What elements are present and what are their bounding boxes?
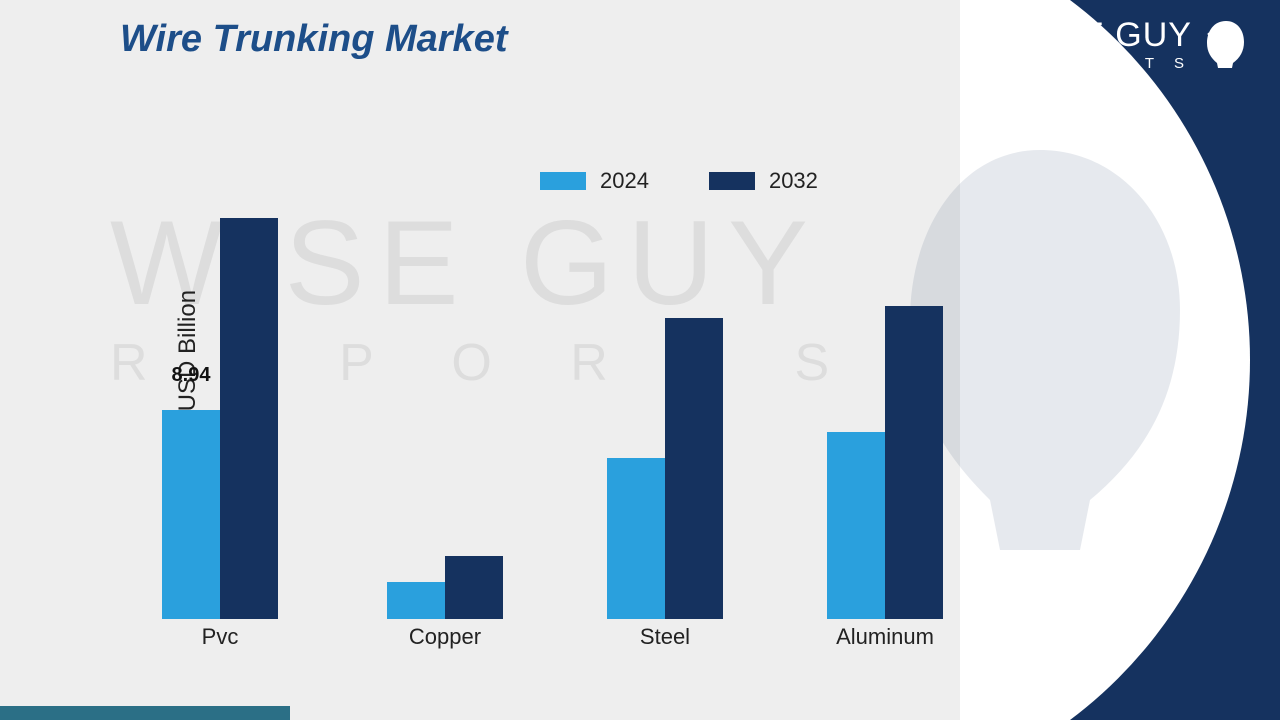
bar-2032-pvc xyxy=(220,218,278,619)
bar-2032-steel xyxy=(665,318,723,619)
legend-swatch-2032 xyxy=(709,172,755,190)
x-tick-aluminum: Aluminum xyxy=(836,624,934,650)
legend-label-2024: 2024 xyxy=(600,168,649,194)
bar-2024-aluminum xyxy=(827,432,885,619)
x-tick-copper: Copper xyxy=(409,624,481,650)
bar-2032-copper xyxy=(445,556,503,619)
x-tick-steel: Steel xyxy=(640,624,690,650)
legend-item-2032: 2032 xyxy=(709,168,818,194)
x-tick-pvc: Pvc xyxy=(202,624,239,650)
bar-label: 8.94 xyxy=(172,364,211,387)
chart-area: 8.94 Pvc Copper Steel Aluminum xyxy=(90,200,950,660)
bar-2024-copper xyxy=(387,582,445,619)
legend: 2024 2032 xyxy=(540,168,818,194)
chart-title: Wire Trunking Market xyxy=(120,18,507,61)
footer-accent-bar xyxy=(0,706,290,720)
bar-2032-aluminum xyxy=(885,306,943,619)
sidebar-curve xyxy=(960,0,1280,720)
legend-label-2032: 2032 xyxy=(769,168,818,194)
x-axis: Pvc Copper Steel Aluminum xyxy=(90,620,950,660)
bar-2024-steel xyxy=(607,458,665,619)
page: Wire Trunking Market WISE GUY R E P O R … xyxy=(0,0,1280,720)
brand-head-icon xyxy=(1198,18,1250,70)
brand-line1: WISE GUY xyxy=(991,18,1192,52)
legend-item-2024: 2024 xyxy=(540,168,649,194)
brand-logo: WISE GUY R E P O R T S xyxy=(991,18,1250,71)
bar-2024-pvc xyxy=(162,410,220,619)
white-circle xyxy=(960,0,1250,720)
brand-line2: R E P O R T S xyxy=(991,56,1192,71)
plot-area: 8.94 xyxy=(90,200,950,620)
legend-swatch-2024 xyxy=(540,172,586,190)
